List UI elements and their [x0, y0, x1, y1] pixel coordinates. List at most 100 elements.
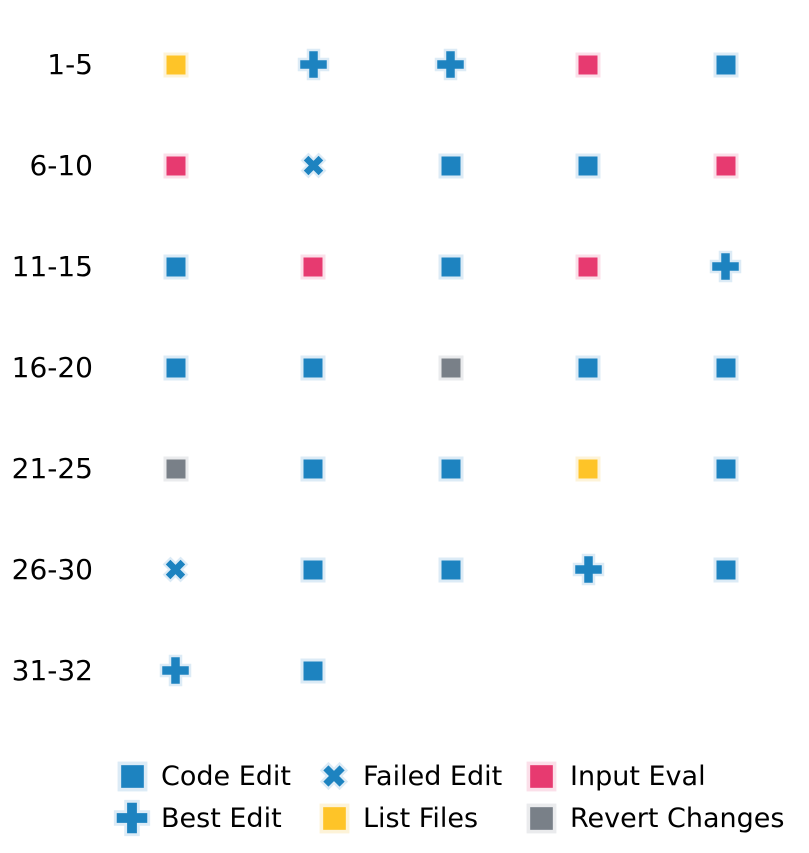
legend-input-eval-icon — [520, 761, 562, 792]
step-cell — [382, 317, 520, 418]
chart-row: 31-32 — [0, 620, 809, 721]
step-cell — [245, 115, 383, 216]
legend-item-code-edit: Code Edit — [111, 756, 313, 796]
marker-code-edit-icon — [300, 456, 326, 482]
marker-code-edit-icon — [575, 153, 601, 179]
step-cell — [107, 519, 245, 620]
marker-code-edit-icon — [300, 658, 326, 684]
marker-best-edit-icon — [434, 48, 467, 81]
chart-legend: Code Edit Failed Edit Input Eval Best Edit L… — [111, 756, 809, 838]
step-cell — [657, 216, 795, 317]
legend-item-best-edit: Best Edit — [111, 798, 313, 838]
marker-best-edit-icon — [297, 48, 330, 81]
step-cell — [520, 317, 658, 418]
legend-best-edit-icon — [111, 799, 153, 837]
step-cell — [382, 216, 520, 317]
step-cell — [657, 317, 795, 418]
chart-row: 11-15 — [0, 216, 809, 317]
step-cell — [107, 115, 245, 216]
legend-item-failed-edit: Failed Edit — [313, 756, 520, 796]
chart-row: 6-10 — [0, 115, 809, 216]
step-cell — [520, 519, 658, 620]
marker-code-edit-icon — [575, 355, 601, 381]
legend-item-list-files: List Files — [313, 798, 520, 838]
chart-row: 26-30 — [0, 519, 809, 620]
row-label: 26-30 — [11, 552, 93, 586]
marker-failed-edit-icon — [298, 150, 329, 181]
step-cell — [520, 115, 658, 216]
step-cell — [657, 14, 795, 115]
marker-input-eval-icon — [163, 153, 189, 179]
step-cell — [107, 418, 245, 519]
marker-code-edit-icon — [713, 52, 739, 78]
step-cell — [245, 620, 383, 721]
marker-input-eval-icon — [575, 254, 601, 280]
step-cell — [107, 620, 245, 721]
row-label: 6-10 — [29, 148, 93, 182]
legend-item-input-eval: Input Eval — [520, 756, 809, 796]
marker-code-edit-icon — [713, 557, 739, 583]
chart-grid: 1-5 6-10 11-15 16-20 21-25 26-30 31-32 — [0, 14, 809, 721]
marker-code-edit-icon — [300, 557, 326, 583]
legend-item-revert-changes: Revert Changes — [520, 798, 809, 838]
marker-input-eval-icon — [575, 52, 601, 78]
marker-best-edit-icon — [709, 250, 742, 283]
step-cell — [245, 317, 383, 418]
marker-list-files-icon — [163, 52, 189, 78]
step-cell — [657, 115, 795, 216]
step-cell — [520, 620, 658, 721]
chart-row: 21-25 — [0, 418, 809, 519]
row-label: 1-5 — [47, 47, 93, 81]
marker-code-edit-icon — [300, 355, 326, 381]
row-label: 11-15 — [11, 249, 93, 283]
marker-revert-changes-icon — [438, 355, 464, 381]
step-cell — [107, 317, 245, 418]
marker-input-eval-icon — [713, 153, 739, 179]
step-cell — [107, 216, 245, 317]
step-cell — [107, 14, 245, 115]
step-cell — [245, 216, 383, 317]
step-cell — [382, 620, 520, 721]
step-cell — [520, 418, 658, 519]
marker-revert-changes-icon — [163, 456, 189, 482]
marker-code-edit-icon — [438, 557, 464, 583]
marker-code-edit-icon — [713, 456, 739, 482]
step-cell — [520, 14, 658, 115]
legend-label: Code Edit — [161, 760, 291, 792]
legend-label: Input Eval — [570, 760, 706, 792]
marker-code-edit-icon — [713, 355, 739, 381]
row-label: 16-20 — [11, 350, 93, 384]
step-cell — [382, 115, 520, 216]
marker-code-edit-icon — [438, 153, 464, 179]
marker-code-edit-icon — [438, 456, 464, 482]
marker-code-edit-icon — [438, 254, 464, 280]
row-label: 31-32 — [11, 653, 93, 687]
chart-row: 16-20 — [0, 317, 809, 418]
legend-failed-edit-icon — [313, 759, 355, 793]
step-cell — [657, 418, 795, 519]
marker-best-edit-icon — [572, 553, 605, 586]
step-cell — [245, 519, 383, 620]
legend-code-edit-icon — [111, 761, 153, 792]
legend-label: List Files — [363, 802, 479, 834]
legend-label: Best Edit — [161, 802, 282, 834]
legend-label: Revert Changes — [570, 802, 785, 834]
chart-row: 1-5 — [0, 14, 809, 115]
marker-list-files-icon — [575, 456, 601, 482]
step-cell — [657, 519, 795, 620]
marker-input-eval-icon — [300, 254, 326, 280]
legend-label: Failed Edit — [363, 760, 503, 792]
step-cell — [657, 620, 795, 721]
step-cell — [245, 14, 383, 115]
row-label: 21-25 — [11, 451, 93, 485]
marker-code-edit-icon — [163, 254, 189, 280]
step-cell — [382, 418, 520, 519]
marker-best-edit-icon — [159, 654, 192, 687]
step-cell — [382, 519, 520, 620]
marker-code-edit-icon — [163, 355, 189, 381]
step-cell — [382, 14, 520, 115]
step-cell — [520, 216, 658, 317]
step-cell — [245, 418, 383, 519]
legend-list-files-icon — [313, 803, 355, 834]
